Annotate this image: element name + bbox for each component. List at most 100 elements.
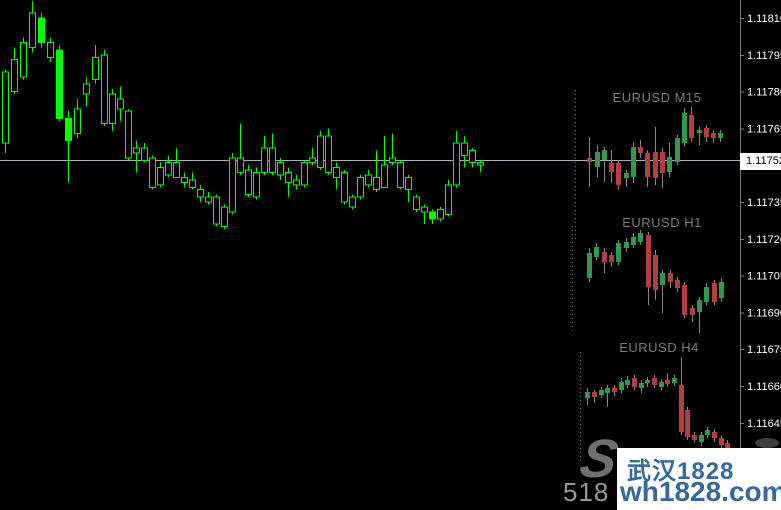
price-axis-label: 1.11795 [747,50,781,62]
candle-body [165,162,172,176]
mini-candle-body [631,147,636,177]
mini-candle-body [697,300,702,312]
candle-body [285,172,292,183]
mini-candle-body [624,242,629,248]
mini-candle-body [646,235,651,287]
price-axis-label: 1.11705 [747,271,781,283]
candle-body [373,176,380,191]
mini-candle-body [697,130,702,133]
price-axis-label: 1.11675 [747,344,781,356]
candle-body [453,142,460,186]
candle-body [133,147,140,154]
mini-candle-body [616,243,621,262]
mini-candle-body [699,435,704,442]
mini-candle-body [719,438,724,445]
mini-candle-body [612,388,617,392]
mini-candle-body [592,392,597,397]
candle-body [333,167,340,178]
mini-candle-body [594,247,599,257]
candle-body [56,49,63,120]
candle-body [20,42,27,78]
candle-body [389,157,396,164]
price-axis-label: 1.11765 [747,123,781,135]
candle-body [421,206,428,213]
mini-candle-body [725,443,730,448]
candle-body [477,162,484,166]
candle-body [317,135,324,169]
candle-body [92,56,99,80]
candle-body [11,59,18,93]
mini-candle-body [719,282,724,298]
candle-body [221,206,228,228]
candle-body [397,162,404,188]
mini-candle-body [689,115,694,138]
price-axis-label: 1.11690 [747,307,781,319]
candle-body [2,71,9,144]
price-axis-label: 1.11720 [747,234,781,246]
candle-body [213,196,220,225]
candle-body [381,164,388,188]
watermark-title: 武汉1828 [627,458,735,485]
mini-candle-body [685,410,690,437]
mini-candle-body [653,152,658,178]
price-axis-label: 1.11810 [747,13,781,25]
candle-body [237,157,244,174]
mini-candle-body [619,382,624,390]
mini-candle-body [638,147,643,153]
candle-body [469,149,476,164]
mini-candle-body [690,308,695,315]
price-axis-label: 1.11645 [747,418,781,430]
mini-candle-body [631,237,636,245]
candle-body [357,176,364,198]
candle-body [445,184,452,215]
mini-candle-body [609,255,614,262]
mini-candle-body [682,285,687,315]
watermark-url: wh1828.com [620,476,781,507]
candle-body [461,142,468,156]
mini-chart-title-m15: EURUSD M15 [612,90,702,105]
candle-body [38,17,45,44]
candle-body [149,157,156,188]
candle-body [277,162,284,176]
candle-body [125,110,132,159]
candle-body [29,12,36,48]
candle-body [101,54,108,124]
candle-body [253,172,260,198]
mini-candle-body [639,383,644,388]
candle-body [269,147,276,174]
price-axis-label: 1.11735 [747,197,781,209]
mini-candle-body [704,128,709,137]
candle-body [109,93,116,124]
watermark-number: 518 [563,477,610,507]
mini-candle-body [632,378,637,387]
candle-body [229,157,236,213]
mini-chart-title-h1: EURUSD H1 [622,215,702,230]
mini-candle-body [638,233,643,242]
candle-body [83,83,90,95]
candle-body [189,179,196,188]
mini-candle-body [660,152,665,173]
candle-body [117,98,124,110]
candle-body [173,162,180,178]
candle-body [245,169,252,196]
mini-candle-body [665,380,670,384]
candle-body [74,108,81,134]
candle-body [437,208,444,220]
mini-candle-body [679,385,684,432]
watermark-box: 武汉1828 wh1828.com [617,448,781,510]
candle-body [197,189,204,198]
mini-candle-body [704,287,709,302]
candle-body [157,167,164,186]
mini-candle-body [599,390,604,395]
mini-candle-body [675,138,680,162]
candle-body [341,172,348,203]
candle-body [141,147,148,161]
mini-candle-body [587,253,592,278]
mini-candle-body [682,113,687,143]
candle-body [261,147,268,174]
mini-candle-body [705,430,710,435]
mini-candle-body [711,133,716,138]
candle-body [181,176,188,183]
